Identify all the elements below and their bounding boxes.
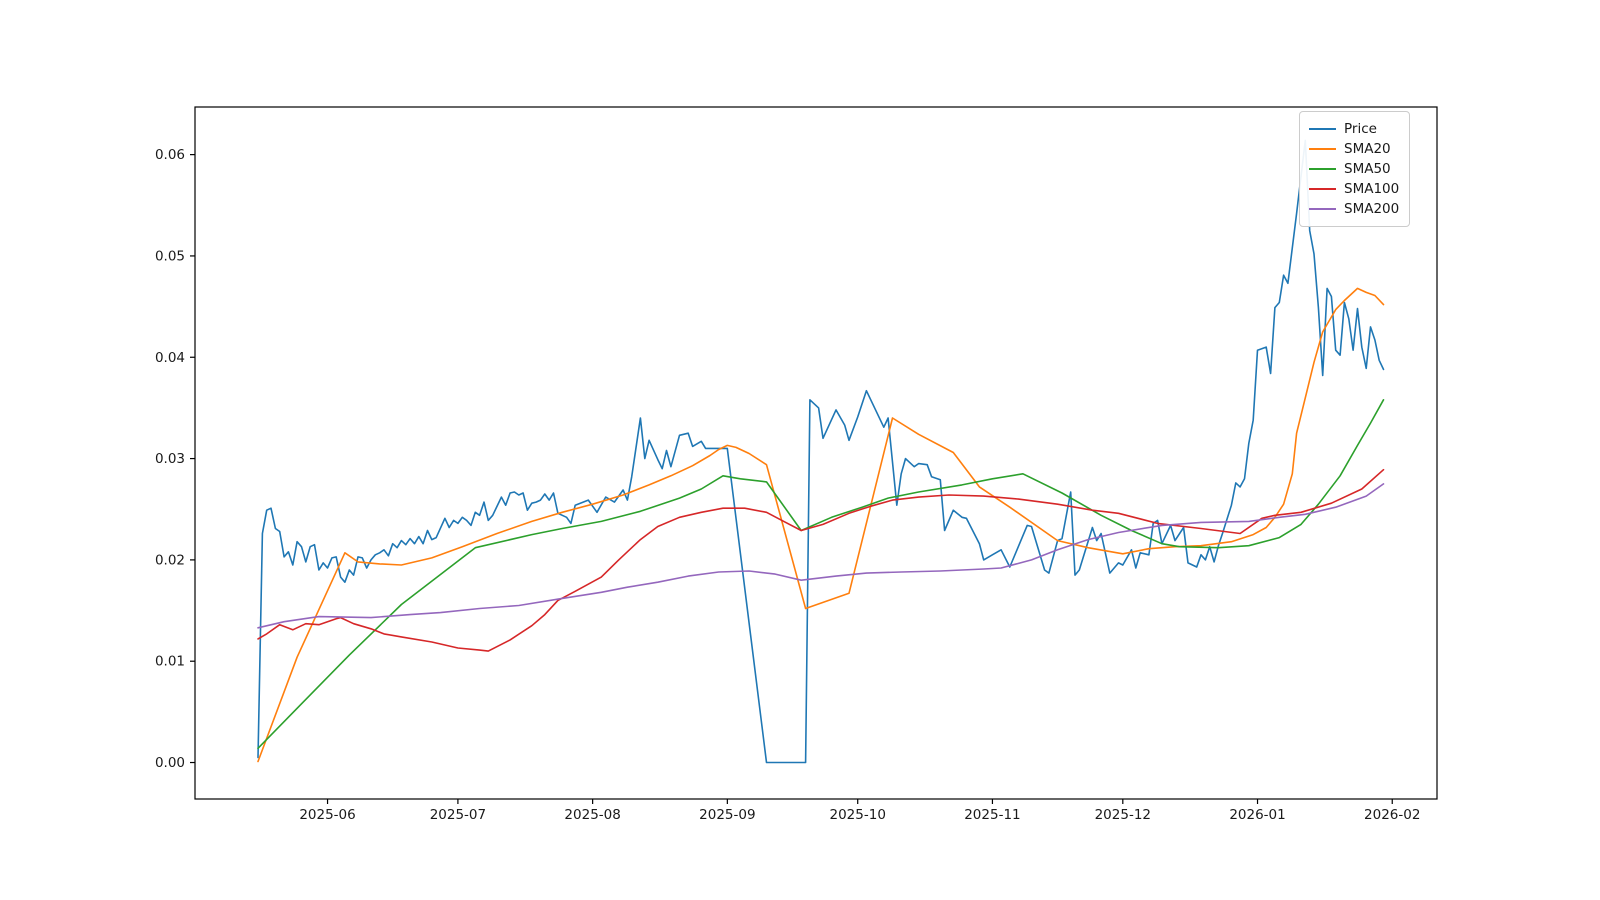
- x-tick-label: 2026-02: [1364, 807, 1420, 823]
- series-line-sma100: [257, 468, 1385, 652]
- sma50-line-swatch: [1309, 168, 1336, 170]
- x-tick-label: 2025-12: [1095, 807, 1151, 823]
- x-axis-ticks: 2025-06 2025-07 2025-08 2025-09 2025-10 2025-…: [299, 799, 1420, 823]
- y-tick-label: 0.06: [155, 147, 185, 163]
- x-tick-label: 2025-09: [699, 807, 755, 823]
- series-line-sma50: [257, 398, 1385, 750]
- legend-item-sma200: SMA200: [1309, 199, 1399, 219]
- y-tick-label: 0.04: [155, 350, 185, 366]
- sma200-line-swatch: [1309, 208, 1336, 210]
- sma20-line-swatch: [1309, 148, 1336, 150]
- legend-label: SMA50: [1344, 161, 1391, 177]
- legend-label: SMA100: [1344, 181, 1400, 197]
- sma100-line-swatch: [1309, 188, 1336, 190]
- x-tick-label: 2025-08: [564, 807, 620, 823]
- price-line-swatch: [1309, 128, 1336, 130]
- series-line-sma200: [257, 483, 1385, 629]
- series-line-price: [257, 139, 1385, 764]
- series-lines: [257, 139, 1385, 764]
- y-tick-label: 0.00: [155, 755, 185, 771]
- y-tick-label: 0.05: [155, 248, 185, 264]
- x-tick-label: 2025-10: [830, 807, 886, 823]
- plot-border: [194, 106, 1438, 800]
- chart-legend: Price SMA20 SMA50 SMA100 SMA200: [1299, 111, 1411, 227]
- x-tick-label: 2025-11: [964, 807, 1020, 823]
- legend-item-sma50: SMA50: [1309, 159, 1399, 179]
- x-tick-label: 2025-07: [430, 807, 486, 823]
- x-tick-label: 2026-01: [1229, 807, 1285, 823]
- y-tick-label: 0.01: [155, 654, 185, 670]
- legend-label: SMA20: [1344, 141, 1391, 157]
- y-tick-label: 0.03: [155, 451, 185, 467]
- legend-item-sma20: SMA20: [1309, 139, 1399, 159]
- y-tick-label: 0.02: [155, 552, 185, 568]
- legend-item-price: Price: [1309, 119, 1399, 139]
- series-line-sma20: [257, 287, 1385, 763]
- legend-label: Price: [1344, 121, 1377, 137]
- legend-label: SMA200: [1344, 201, 1400, 217]
- legend-item-sma100: SMA100: [1309, 179, 1399, 199]
- y-axis-ticks: 0.00 0.01 0.02 0.03 0.04 0.05 0.06: [155, 147, 195, 771]
- x-tick-label: 2025-06: [299, 807, 355, 823]
